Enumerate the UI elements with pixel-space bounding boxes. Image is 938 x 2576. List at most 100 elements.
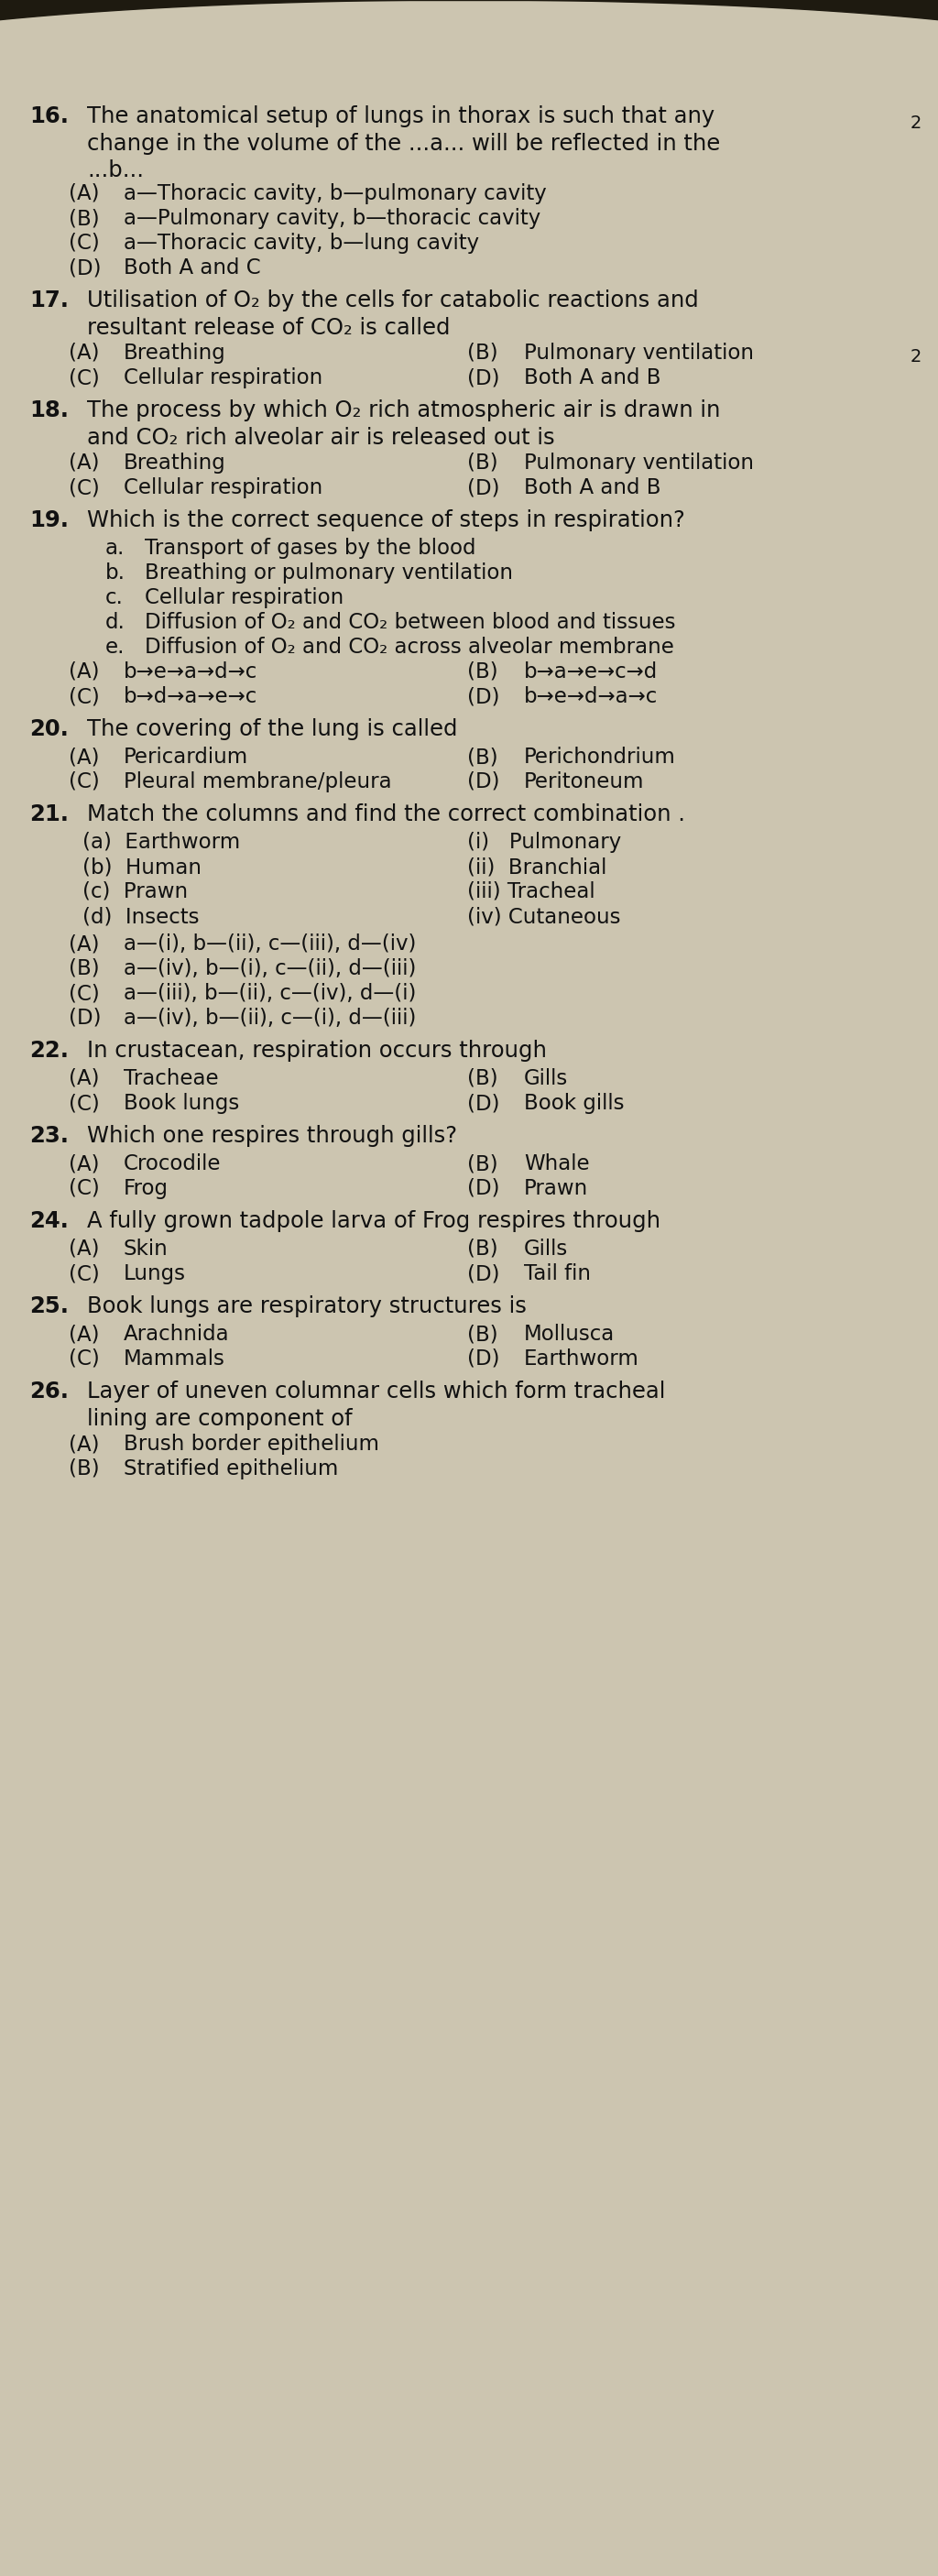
Text: Arachnida: Arachnida <box>124 1324 230 1345</box>
Text: 21.: 21. <box>29 804 68 824</box>
Text: Breathing: Breathing <box>124 343 226 363</box>
Text: 24.: 24. <box>29 1211 68 1231</box>
Text: b→e→a→d→c: b→e→a→d→c <box>124 662 258 683</box>
Text: Book lungs: Book lungs <box>124 1092 239 1113</box>
Text: b→d→a→e→c: b→d→a→e→c <box>124 685 258 708</box>
Text: Which is the correct sequence of steps in respiration?: Which is the correct sequence of steps i… <box>87 510 685 531</box>
Text: (A): (A) <box>68 1154 99 1175</box>
Text: a—(iv), b—(ii), c—(i), d—(iii): a—(iv), b—(ii), c—(i), d—(iii) <box>124 1007 416 1028</box>
Text: d.: d. <box>105 613 126 634</box>
Text: Book lungs are respiratory structures is: Book lungs are respiratory structures is <box>87 1296 526 1316</box>
Text: (C): (C) <box>68 232 99 255</box>
Text: Pulmonary ventilation: Pulmonary ventilation <box>524 343 754 363</box>
Text: a.: a. <box>105 538 125 559</box>
Text: Skin: Skin <box>124 1239 168 1260</box>
Text: Transport of gases by the blood: Transport of gases by the blood <box>144 538 476 559</box>
Text: (d)  Insects: (d) Insects <box>83 907 199 927</box>
Text: (D): (D) <box>467 1262 500 1285</box>
Text: Mammals: Mammals <box>124 1347 225 1370</box>
Text: Diffusion of O₂ and CO₂ across alveolar membrane: Diffusion of O₂ and CO₂ across alveolar … <box>144 636 674 657</box>
Text: (D): (D) <box>467 685 500 708</box>
Text: b→a→e→c→d: b→a→e→c→d <box>524 662 658 683</box>
Text: a—(iii), b—(ii), c—(iv), d—(i): a—(iii), b—(ii), c—(iv), d—(i) <box>124 984 416 1005</box>
Text: (B): (B) <box>467 662 498 683</box>
Text: (C): (C) <box>68 1262 99 1285</box>
Text: (D): (D) <box>467 1347 500 1370</box>
Text: (C): (C) <box>68 1347 99 1370</box>
Text: 19.: 19. <box>29 510 68 531</box>
Text: Prawn: Prawn <box>524 1177 588 1200</box>
Text: (C): (C) <box>68 685 99 708</box>
Text: In crustacean, respiration occurs through: In crustacean, respiration occurs throug… <box>87 1041 547 1061</box>
Text: (A): (A) <box>68 1239 99 1260</box>
Text: (C): (C) <box>68 770 99 793</box>
Text: 20.: 20. <box>29 719 68 739</box>
Text: (ii)  Branchial: (ii) Branchial <box>467 858 607 878</box>
Text: Breathing or pulmonary ventilation: Breathing or pulmonary ventilation <box>144 562 513 585</box>
Text: (B): (B) <box>467 747 498 768</box>
Text: a—Thoracic cavity, b—lung cavity: a—Thoracic cavity, b—lung cavity <box>124 232 479 255</box>
Text: (A): (A) <box>68 1069 99 1090</box>
Text: (A): (A) <box>68 662 99 683</box>
Text: (A): (A) <box>68 453 99 474</box>
Text: Mollusca: Mollusca <box>524 1324 615 1345</box>
Text: 2: 2 <box>910 113 921 131</box>
Text: (iii) Tracheal: (iii) Tracheal <box>467 881 595 902</box>
Text: Whale: Whale <box>524 1154 590 1175</box>
Text: Utilisation of O₂ by the cells for catabolic reactions and
resultant release of : Utilisation of O₂ by the cells for catab… <box>87 289 699 337</box>
Text: Pericardium: Pericardium <box>124 747 249 768</box>
Text: 16.: 16. <box>29 106 68 126</box>
Text: Frog: Frog <box>124 1177 169 1200</box>
Text: b.: b. <box>105 562 126 585</box>
Text: (D): (D) <box>467 770 500 793</box>
Text: b→e→d→a→c: b→e→d→a→c <box>524 685 658 708</box>
Text: e.: e. <box>105 636 125 657</box>
Text: Gills: Gills <box>524 1239 568 1260</box>
Text: 23.: 23. <box>29 1126 68 1146</box>
Text: Peritoneum: Peritoneum <box>524 770 644 793</box>
Text: Gills: Gills <box>524 1069 568 1090</box>
Text: (A): (A) <box>68 183 99 204</box>
Text: Lungs: Lungs <box>124 1262 186 1285</box>
Text: Pleural membrane/pleura: Pleural membrane/pleura <box>124 770 392 793</box>
Text: (B): (B) <box>68 958 99 979</box>
Text: (i)   Pulmonary: (i) Pulmonary <box>467 832 621 853</box>
Text: Perichondrium: Perichondrium <box>524 747 676 768</box>
Text: (B): (B) <box>68 209 99 229</box>
Text: Brush border epithelium: Brush border epithelium <box>124 1435 379 1455</box>
Text: Match the columns and find the correct combination .: Match the columns and find the correct c… <box>87 804 685 824</box>
Text: 25.: 25. <box>29 1296 68 1316</box>
Text: Tracheae: Tracheae <box>124 1069 219 1090</box>
Text: Which one respires through gills?: Which one respires through gills? <box>87 1126 457 1146</box>
Text: (C): (C) <box>68 1092 99 1113</box>
Text: The covering of the lung is called: The covering of the lung is called <box>87 719 458 739</box>
Text: (A): (A) <box>68 1435 99 1455</box>
Text: Tail fin: Tail fin <box>524 1262 591 1285</box>
Text: (D): (D) <box>467 1177 500 1200</box>
Text: (b)  Human: (b) Human <box>83 858 202 878</box>
Text: Diffusion of O₂ and CO₂ between blood and tissues: Diffusion of O₂ and CO₂ between blood an… <box>144 613 675 634</box>
Text: Cellular respiration: Cellular respiration <box>144 587 343 608</box>
Text: Both A and B: Both A and B <box>524 477 661 497</box>
Text: (D): (D) <box>467 368 500 389</box>
Text: Book gills: Book gills <box>524 1092 625 1113</box>
Text: (iv) Cutaneous: (iv) Cutaneous <box>467 907 621 927</box>
Text: 22.: 22. <box>29 1041 68 1061</box>
Text: (B): (B) <box>467 343 498 363</box>
Text: 2: 2 <box>910 348 921 366</box>
Text: The process by which O₂ rich atmospheric air is drawn in
and CO₂ rich alveolar a: The process by which O₂ rich atmospheric… <box>87 399 720 448</box>
Text: (B): (B) <box>68 1458 99 1479</box>
Text: (D): (D) <box>68 1007 101 1028</box>
Text: Stratified epithelium: Stratified epithelium <box>124 1458 339 1479</box>
Text: (C): (C) <box>68 1177 99 1200</box>
Text: Breathing: Breathing <box>124 453 226 474</box>
Text: a—(i), b—(ii), c—(iii), d—(iv): a—(i), b—(ii), c—(iii), d—(iv) <box>124 933 416 956</box>
Text: 17.: 17. <box>29 289 68 312</box>
Text: (C): (C) <box>68 984 99 1005</box>
Text: (B): (B) <box>467 1069 498 1090</box>
Text: (D): (D) <box>467 477 500 497</box>
Text: (B): (B) <box>467 453 498 474</box>
Text: (B): (B) <box>467 1239 498 1260</box>
Text: (A): (A) <box>68 1324 99 1345</box>
Text: (D): (D) <box>68 258 101 278</box>
